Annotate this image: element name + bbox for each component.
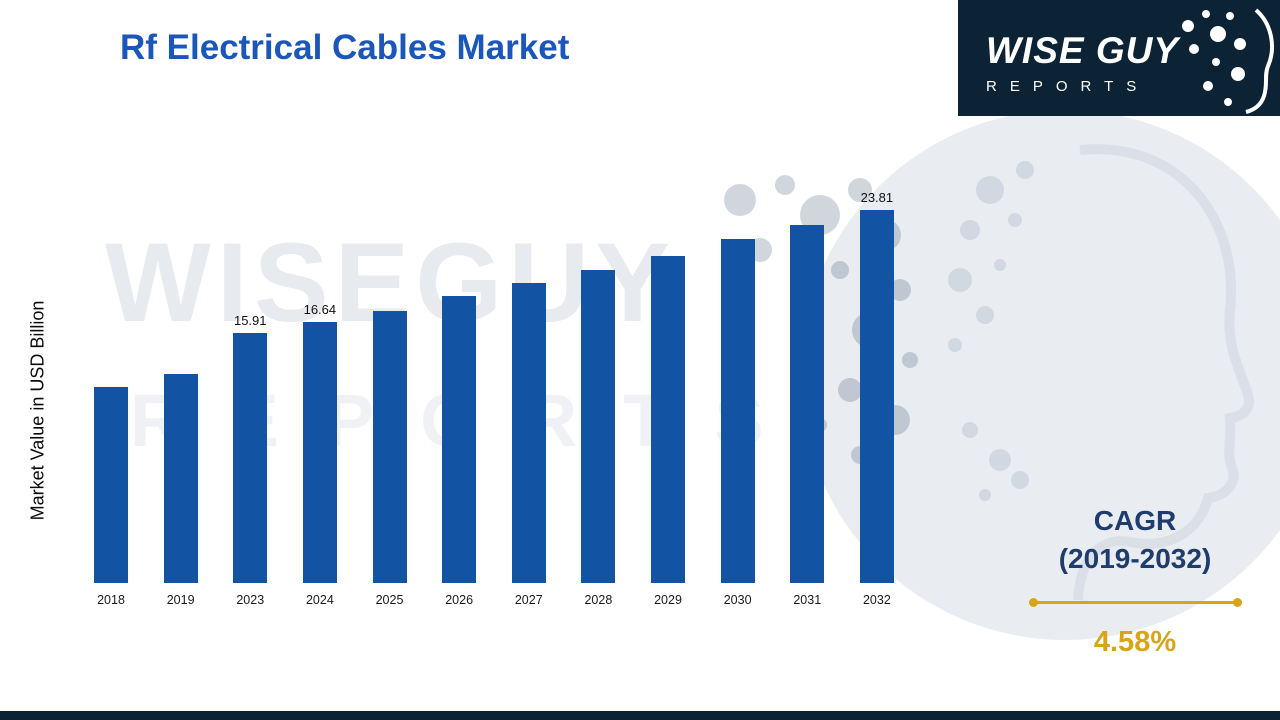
x-axis-tick-label: 2019	[166, 593, 195, 607]
bar-column: 2029	[635, 183, 701, 607]
bar	[163, 374, 198, 583]
brand-logo-name: WISE GUY	[986, 30, 1180, 71]
bar-value-label: 23.81	[860, 189, 894, 205]
bar	[859, 209, 894, 583]
x-axis-tick-label: 2029	[654, 593, 682, 607]
logo-face-dots-icon	[1182, 8, 1274, 114]
bar	[442, 295, 477, 583]
face-profile-watermark-icon	[948, 144, 1254, 601]
bar	[94, 386, 128, 583]
bar	[302, 321, 337, 583]
x-axis-tick-label: 2018	[97, 593, 125, 607]
cagr-label: CAGR	[1093, 505, 1177, 536]
bar	[651, 255, 685, 583]
bar-column: 2026	[426, 183, 492, 607]
x-axis-tick-label: 2025	[375, 593, 404, 607]
x-axis-tick-label: 2027	[514, 593, 543, 607]
bar	[233, 333, 268, 583]
x-axis-tick-label: 2032	[862, 593, 891, 607]
bar-column: 23.81 2032	[844, 183, 910, 607]
bar-column: 16.64 2024	[287, 183, 353, 607]
x-axis-tick-label: 2026	[445, 593, 474, 607]
bar-value-label: 16.64	[303, 301, 337, 317]
bar-plot: 2018 2019 15.91 2023 16.64 2024 2025 2026 2027 20…	[78, 183, 910, 607]
bar-column: 2027	[496, 183, 562, 607]
bar	[720, 239, 755, 583]
bar-column: 2025	[357, 183, 423, 607]
cagr-divider	[1028, 598, 1242, 607]
bar	[511, 283, 546, 583]
page-title: Rf Electrical Cables Market	[120, 28, 570, 67]
bar	[790, 224, 825, 583]
brand-logo-subtitle: REPORTS	[986, 78, 1150, 95]
x-axis-tick-label: 2024	[305, 593, 334, 607]
cagr-period: (2019-2032)	[1058, 543, 1212, 574]
x-axis-tick-label: 2023	[236, 593, 265, 607]
bar-value-label: 15.91	[233, 313, 267, 329]
x-axis-tick-label: 2031	[793, 593, 822, 607]
footer-strip	[0, 711, 1280, 720]
bar	[581, 270, 616, 583]
bar-column: 2031	[774, 183, 840, 607]
y-axis-label: Market Value in USD Billion	[27, 300, 48, 521]
bar-column: 2028	[565, 183, 631, 607]
cagr-panel: CAGR (2019-2032) 4.58%	[1000, 505, 1270, 659]
x-axis-tick-label: 2028	[584, 593, 613, 607]
cagr-value: 4.58%	[1093, 626, 1177, 658]
bar	[372, 310, 407, 583]
bar-column: 2030	[705, 183, 771, 607]
x-axis-tick-label: 2030	[723, 593, 752, 607]
brand-logo: WISE GUY REPORTS	[958, 0, 1280, 116]
bar-column: 15.91 2023	[217, 183, 283, 607]
bar-column: 2018	[78, 183, 144, 607]
bar-column: 2019	[148, 183, 214, 607]
